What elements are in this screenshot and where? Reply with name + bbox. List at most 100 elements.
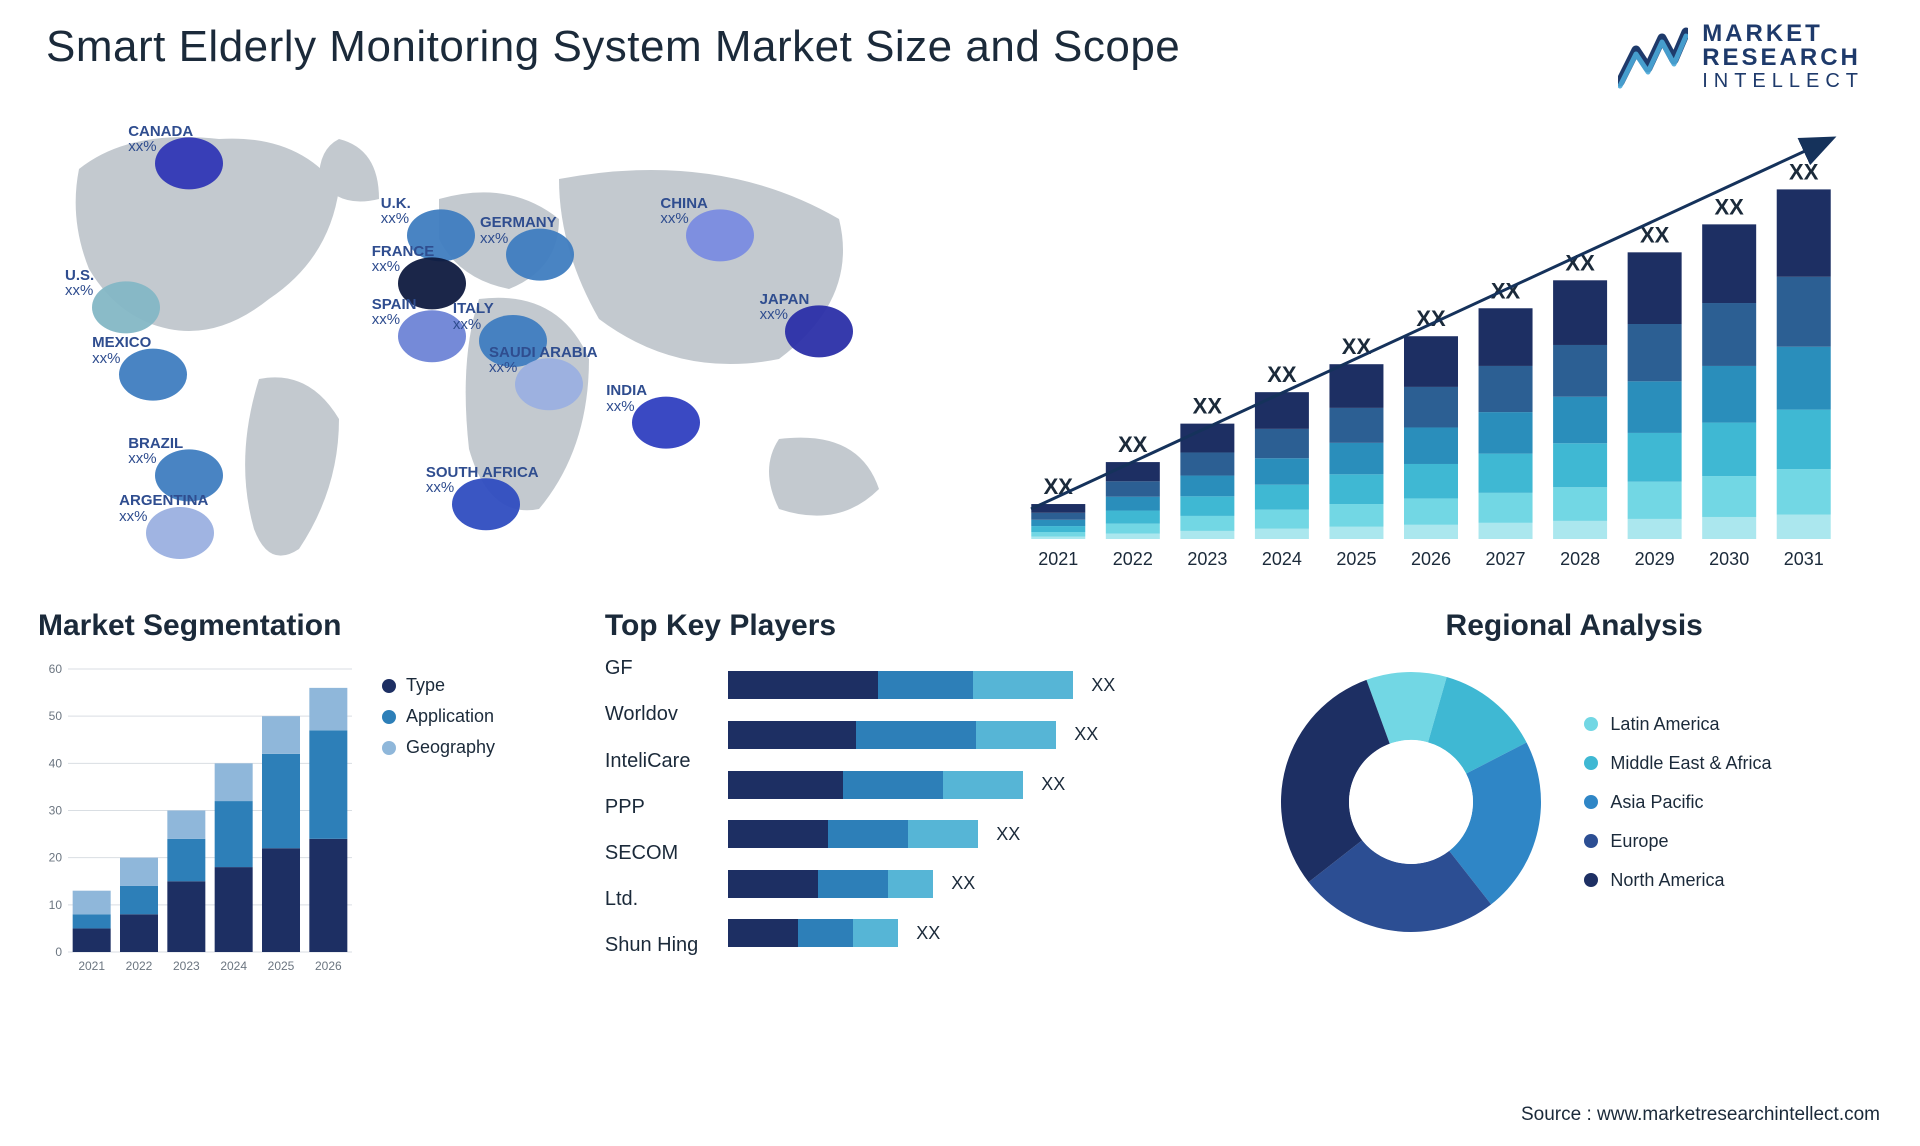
regional-donut-svg — [1266, 657, 1556, 947]
key-player-value: XX — [1041, 774, 1065, 795]
map-country-label: GERMANYxx% — [480, 215, 557, 247]
regional-legend-label: Latin America — [1610, 714, 1719, 735]
key-player-row: XX — [728, 814, 1220, 854]
growth-bar-segment — [1031, 526, 1085, 532]
key-player-bar-segment — [728, 721, 856, 749]
growth-bar-segment — [1404, 387, 1458, 428]
seg-bar-segment — [167, 882, 205, 953]
seg-bar-segment — [215, 801, 253, 867]
regional-legend-label: Asia Pacific — [1610, 792, 1703, 813]
seg-bar-segment — [215, 867, 253, 952]
growth-bar-segment — [1106, 524, 1160, 534]
legend-dot-icon — [382, 741, 396, 755]
growth-bar-segment — [1255, 429, 1309, 458]
key-players-panel: Top Key Players GFWorldovInteliCarePPPSE… — [605, 609, 1221, 977]
growth-x-label: 2030 — [1709, 549, 1749, 569]
key-player-value: XX — [1091, 675, 1115, 696]
brand-mark-icon — [1618, 24, 1688, 90]
segmentation-chart-svg: 0102030405060202120222023202420252026 — [38, 657, 358, 977]
key-player-row: XX — [728, 765, 1220, 805]
key-player-bar — [728, 870, 933, 898]
growth-bar-segment — [1553, 488, 1607, 522]
growth-bar-segment — [1777, 410, 1831, 469]
growth-bar-label: XX — [1715, 195, 1745, 220]
growth-bar-segment — [1628, 324, 1682, 381]
growth-bar-segment — [1329, 504, 1383, 527]
growth-bar-segment — [1479, 412, 1533, 454]
growth-bar-segment — [1404, 464, 1458, 498]
key-player-value: XX — [996, 824, 1020, 845]
growth-bar-segment — [1553, 444, 1607, 488]
world-map-panel: CANADAxx%U.S.xx%MEXICOxx%BRAZILxx%ARGENT… — [38, 109, 940, 589]
growth-x-label: 2024 — [1262, 549, 1302, 569]
growth-bar-segment — [1255, 485, 1309, 510]
seg-bar-segment — [120, 858, 158, 886]
top-row: CANADAxx%U.S.xx%MEXICOxx%BRAZILxx%ARGENT… — [38, 109, 1882, 589]
map-country-label: SOUTH AFRICAxx% — [426, 465, 539, 497]
seg-bar-segment — [215, 764, 253, 802]
map-country-label: ITALYxx% — [453, 301, 494, 333]
seg-bar-segment — [309, 731, 347, 839]
growth-bar-segment — [1329, 408, 1383, 443]
growth-bar-segment — [1479, 493, 1533, 523]
key-player-bar-segment — [843, 771, 943, 799]
seg-legend-item: Application — [382, 706, 495, 727]
page-root: Smart Elderly Monitoring System Market S… — [0, 0, 1920, 1146]
map-country-label: SAUDI ARABIAxx% — [489, 345, 598, 377]
key-player-row: XX — [728, 864, 1220, 904]
growth-bar-segment — [1404, 428, 1458, 464]
segmentation-title: Market Segmentation — [38, 609, 559, 643]
key-player-bar — [728, 671, 1073, 699]
growth-bar-segment — [1180, 476, 1234, 497]
regional-title: Regional Analysis — [1266, 609, 1882, 643]
seg-bar-segment — [309, 839, 347, 952]
key-player-row: XX — [728, 715, 1220, 755]
legend-dot-icon — [1584, 873, 1598, 887]
legend-dot-icon — [382, 679, 396, 693]
seg-legend-label: Application — [406, 706, 494, 727]
map-country-highlight — [92, 282, 160, 334]
growth-bar-segment — [1031, 532, 1085, 537]
key-player-bar-segment — [728, 919, 798, 947]
segmentation-content: 0102030405060202120222023202420252026 Ty… — [38, 657, 559, 977]
growth-bar-segment — [1031, 520, 1085, 526]
seg-bar-segment — [262, 849, 300, 953]
map-country-label: INDIAxx% — [606, 383, 647, 415]
growth-bar-segment — [1329, 443, 1383, 474]
brand-line3: INTELLECT — [1702, 71, 1864, 91]
segmentation-legend: TypeApplicationGeography — [382, 675, 495, 758]
growth-bar-segment — [1329, 365, 1383, 409]
seg-bar-segment — [167, 811, 205, 839]
growth-bar-segment — [1702, 366, 1756, 423]
growth-bar-segment — [1553, 397, 1607, 444]
key-player-bar-segment — [908, 820, 978, 848]
map-country-label: CANADAxx% — [128, 124, 193, 156]
map-country-label: BRAZILxx% — [128, 436, 183, 468]
growth-bar-segment — [1702, 517, 1756, 539]
legend-dot-icon — [382, 710, 396, 724]
growth-bar-segment — [1106, 482, 1160, 497]
seg-y-tick: 10 — [49, 898, 63, 912]
regional-legend-item: Latin America — [1584, 714, 1771, 735]
growth-bar-segment — [1628, 519, 1682, 539]
growth-bar-segment — [1479, 309, 1533, 367]
growth-bar-segment — [1702, 423, 1756, 476]
growth-bar-segment — [1628, 382, 1682, 434]
legend-dot-icon — [1584, 717, 1598, 731]
regional-panel: Regional Analysis Latin AmericaMiddle Ea… — [1266, 609, 1882, 977]
key-player-bar-segment — [828, 820, 908, 848]
seg-y-tick: 40 — [49, 757, 63, 771]
growth-bar-segment — [1702, 225, 1756, 304]
seg-bar-segment — [73, 915, 111, 929]
key-player-bar-segment — [976, 721, 1056, 749]
brand-text: MARKET RESEARCH INTELLECT — [1702, 22, 1864, 91]
key-player-value: XX — [951, 873, 975, 894]
growth-x-label: 2021 — [1038, 549, 1078, 569]
key-players-content: GFWorldovInteliCarePPPSECOMLtd.Shun Hing… — [605, 657, 1221, 957]
growth-bar-segment — [1255, 459, 1309, 485]
growth-bar-segment — [1031, 537, 1085, 539]
growth-bar-segment — [1031, 513, 1085, 520]
key-player-bar-segment — [728, 671, 878, 699]
bottom-row: Market Segmentation 01020304050602021202… — [38, 609, 1882, 977]
growth-bar-segment — [1255, 392, 1309, 429]
